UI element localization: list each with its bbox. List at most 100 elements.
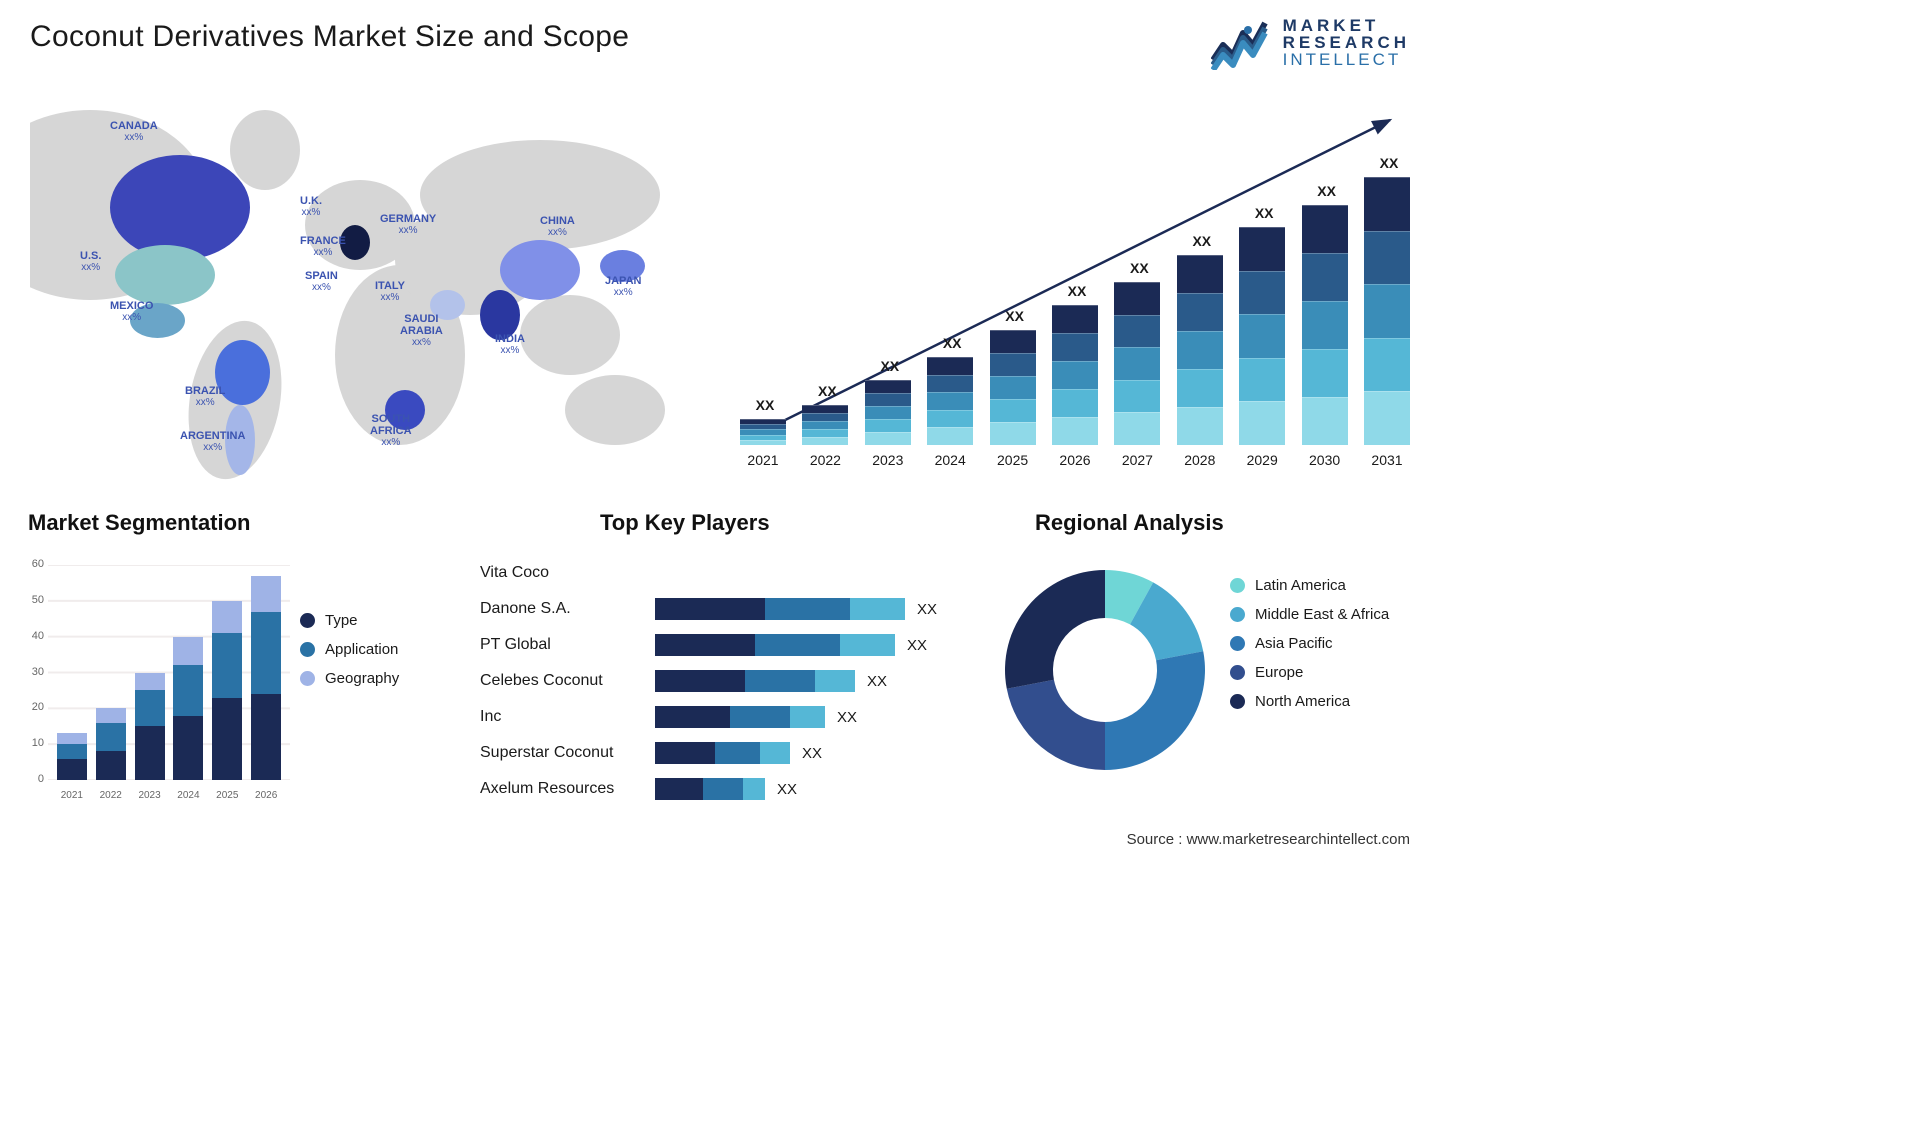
source-attribution: Source : www.marketresearchintellect.com [1127, 831, 1410, 848]
seg-ytick: 50 [20, 594, 44, 606]
growth-bar [740, 419, 786, 445]
legend-dot-icon [300, 613, 315, 628]
seg-bar [173, 637, 203, 780]
growth-year-label: 2031 [1362, 452, 1412, 468]
player-value: XX [837, 709, 857, 726]
growth-bar [802, 405, 848, 445]
player-value: XX [917, 601, 937, 618]
growth-bar [990, 330, 1036, 445]
growth-value-label: XX [1114, 260, 1164, 276]
growth-year-label: 2030 [1300, 452, 1350, 468]
growth-bar [927, 357, 973, 445]
player-name: Inc [480, 708, 655, 726]
growth-bar [1239, 227, 1285, 445]
player-bar-seg [745, 670, 815, 692]
legend-dot-icon [1230, 578, 1245, 593]
player-bar [655, 634, 895, 656]
logo-line2: RESEARCH [1283, 34, 1410, 51]
player-bar-seg [850, 598, 905, 620]
player-row: Superstar CoconutXX [480, 735, 990, 771]
legend-label: Middle East & Africa [1255, 606, 1389, 623]
segmentation-legend: Type Application Geography [300, 600, 399, 699]
legend-item: Latin America [1230, 577, 1389, 594]
player-bar-seg [703, 778, 743, 800]
legend-item: Geography [300, 670, 399, 687]
growth-chart: 2021202220232024202520262027202820292030… [740, 100, 1410, 470]
player-name: Axelum Resources [480, 780, 655, 798]
map-label: GERMANYxx% [380, 213, 436, 236]
legend-item: Europe [1230, 664, 1389, 681]
player-bar-seg [760, 742, 790, 764]
growth-year-label: 2029 [1237, 452, 1287, 468]
legend-item: Type [300, 612, 399, 629]
player-bar-seg [655, 634, 755, 656]
player-bar-seg [730, 706, 790, 728]
legend-label: North America [1255, 693, 1350, 710]
map-label: SAUDIARABIAxx% [400, 313, 443, 348]
map-label: CHINAxx% [540, 215, 575, 238]
player-bar-seg [790, 706, 825, 728]
player-bar-seg [755, 634, 840, 656]
player-value: XX [802, 745, 822, 762]
growth-year-label: 2024 [925, 452, 975, 468]
map-label: JAPANxx% [605, 275, 641, 298]
player-name: Danone S.A. [480, 600, 655, 618]
growth-year-label: 2023 [863, 452, 913, 468]
seg-xtick: 2022 [94, 790, 128, 801]
map-label: U.K.xx% [300, 195, 322, 218]
legend-label: Europe [1255, 664, 1303, 681]
growth-year-label: 2027 [1112, 452, 1162, 468]
growth-year-label: 2022 [800, 452, 850, 468]
player-row: Celebes CoconutXX [480, 663, 990, 699]
map-label: SPAINxx% [305, 270, 338, 293]
map-label: CANADAxx% [110, 120, 158, 143]
map-label: FRANCExx% [300, 235, 346, 258]
legend-item: North America [1230, 693, 1389, 710]
players-section: Vita CocoDanone S.A.XXPT GlobalXXCelebes… [480, 555, 990, 807]
segmentation-chart: 0102030405060 202120222023202420252026 [20, 555, 290, 805]
growth-year-label: 2025 [988, 452, 1038, 468]
brand-logo: MARKET RESEARCH INTELLECT [1211, 15, 1410, 70]
logo-line3: INTELLECT [1283, 51, 1410, 68]
seg-bar [57, 733, 87, 780]
seg-bar [212, 601, 242, 780]
growth-bar [865, 380, 911, 445]
map-label: SOUTHAFRICAxx% [370, 413, 412, 448]
player-bar-seg [743, 778, 765, 800]
player-bar-seg [655, 742, 715, 764]
regional-title: Regional Analysis [1035, 510, 1224, 536]
player-bar-seg [815, 670, 855, 692]
growth-value-label: XX [927, 335, 977, 351]
growth-value-label: XX [990, 308, 1040, 324]
donut-slice [1005, 570, 1105, 689]
seg-bar [135, 673, 165, 781]
seg-ytick: 0 [20, 773, 44, 785]
legend-dot-icon [300, 642, 315, 657]
growth-bar [1302, 205, 1348, 445]
seg-ytick: 40 [20, 630, 44, 642]
growth-value-label: XX [1177, 233, 1227, 249]
legend-label: Application [325, 641, 398, 658]
growth-value-label: XX [1239, 205, 1289, 221]
seg-bar [96, 708, 126, 780]
map-label: MEXICOxx% [110, 300, 153, 323]
seg-ytick: 20 [20, 701, 44, 713]
seg-xtick: 2026 [249, 790, 283, 801]
growth-bar [1177, 255, 1223, 445]
player-row: Vita Coco [480, 555, 990, 591]
growth-value-label: XX [865, 358, 915, 374]
legend-dot-icon [1230, 636, 1245, 651]
map-label: U.S.xx% [80, 250, 101, 273]
player-bar [655, 706, 825, 728]
player-bar-seg [765, 598, 850, 620]
player-value: XX [777, 781, 797, 798]
legend-item: Application [300, 641, 399, 658]
player-bar-seg [715, 742, 760, 764]
map-label: ITALYxx% [375, 280, 405, 303]
legend-dot-icon [1230, 694, 1245, 709]
seg-ytick: 60 [20, 558, 44, 570]
legend-dot-icon [1230, 607, 1245, 622]
growth-value-label: XX [1364, 155, 1414, 171]
growth-bar [1364, 177, 1410, 445]
player-bar [655, 598, 905, 620]
